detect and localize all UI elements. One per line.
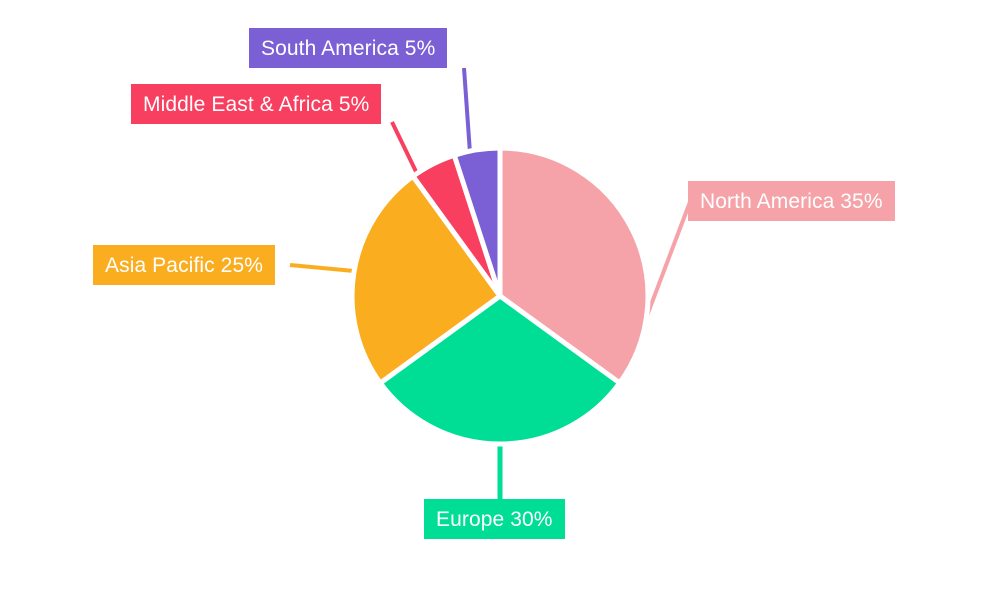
- pie-slice-asia-pacific[interactable]: [349, 173, 503, 386]
- pie-slice-europe[interactable]: [377, 293, 623, 447]
- leader-line-south-america: [462, 67, 472, 154]
- pie-label-south-america[interactable]: South America 5%: [249, 28, 448, 68]
- pie-label-middle-east-africa[interactable]: Middle East & Africa 5%: [131, 84, 382, 124]
- pie-label-asia-pacific[interactable]: Asia Pacific 25%: [93, 245, 276, 285]
- pie-label-asia-pacific-text: Asia Pacific 25%: [105, 253, 264, 277]
- pie-slice-north-america[interactable]: [497, 145, 651, 386]
- pie-label-north-america-text: North America 35%: [700, 189, 883, 213]
- pie-slice-south-america[interactable]: [451, 145, 503, 299]
- pie-slices: [349, 145, 651, 447]
- pie-label-north-america[interactable]: North America 35%: [688, 181, 895, 221]
- leader-line-asia-pacific: [289, 263, 355, 273]
- pie-label-middle-east-africa-text: Middle East & Africa 5%: [143, 92, 370, 116]
- pie-label-europe[interactable]: Europe 30%: [424, 499, 565, 539]
- pie-label-south-america-text: South America 5%: [261, 36, 436, 60]
- pie-label-europe-text: Europe 30%: [436, 507, 553, 531]
